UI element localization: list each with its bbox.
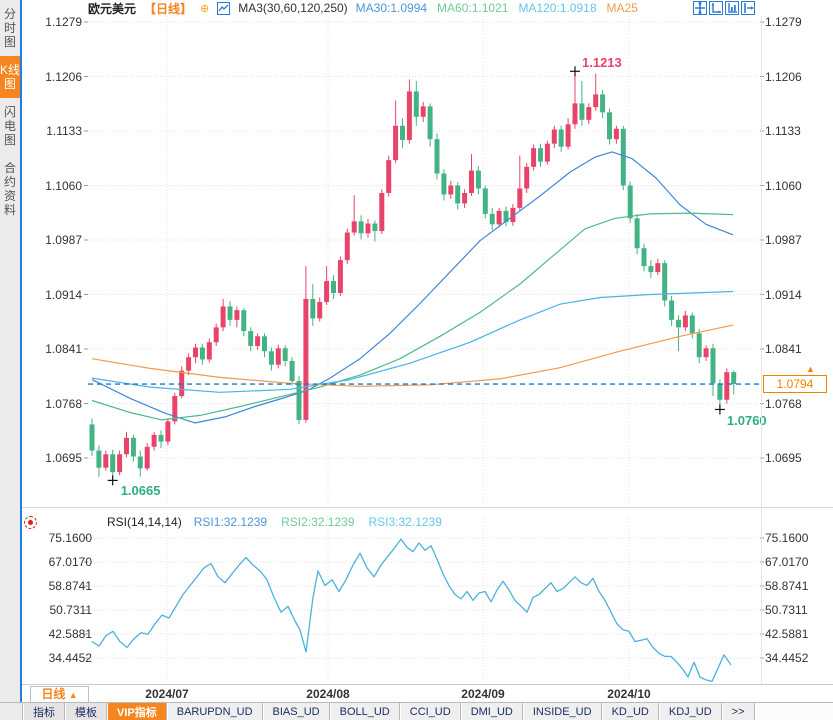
axis-zoom-in-icon[interactable] xyxy=(709,1,723,15)
ma-settings-label[interactable]: MA3(30,60,120,250) xyxy=(238,1,348,15)
price-axis-label: 1.0695 xyxy=(765,451,802,465)
ma-value-label: MA120:1.0918 xyxy=(518,1,597,15)
rsi-title[interactable]: RSI(14,14,14) xyxy=(107,515,182,529)
indicator-tab-kd_ud[interactable]: KD_UD xyxy=(601,703,659,720)
indicator-tab-cci_ud[interactable]: CCI_UD xyxy=(399,703,461,720)
price-arrow-up-icon: ▲ xyxy=(806,364,815,375)
add-indicator-icon[interactable]: ⊕ xyxy=(200,2,210,15)
rsi-header: RSI(14,14,14) RSI1:32.1239 RSI2:32.1239 RS… xyxy=(24,514,456,530)
low-price-label-oct: 1.0760 xyxy=(726,413,767,429)
rsi-axis-label: 67.0170 xyxy=(48,555,92,569)
rsi-axis-label: 42.5881 xyxy=(48,627,92,641)
rsi-axis-label: 58.8741 xyxy=(765,579,809,593)
price-axis-label: 1.0695 xyxy=(45,451,82,465)
ma-value-label: MA30:1.0994 xyxy=(355,1,428,15)
rsi-axis-label: 75.1600 xyxy=(765,531,809,545)
rsi-axis-label: 50.7311 xyxy=(765,603,808,617)
price-axis-label: 1.1206 xyxy=(45,69,82,84)
rsi-axis-label: 50.7311 xyxy=(49,603,93,617)
price-axis-label: 1.1133 xyxy=(46,124,82,138)
price-axis-label: 1.0914 xyxy=(45,287,82,302)
rsi-axis-label: 34.4452 xyxy=(48,651,92,665)
price-axis-label: 1.0914 xyxy=(765,287,802,302)
indicator-tab-barupdn_ud[interactable]: BARUPDN_UD xyxy=(166,703,263,720)
current-price-tag: 1.0794 xyxy=(763,375,827,394)
indicator-tab-inside_ud[interactable]: INSIDE_UD xyxy=(522,703,602,720)
date-axis-label: 2024/10 xyxy=(607,687,651,701)
rsi-value-label: RSI3:32.1239 xyxy=(368,515,442,529)
indicator-tab-[interactable]: >> xyxy=(721,703,755,720)
price-axis-label: 1.1279 xyxy=(765,15,802,29)
indicator-tab-[interactable]: 模板 xyxy=(65,703,107,720)
rsi-axis-label: 58.8741 xyxy=(48,579,92,593)
chart-type-icon[interactable] xyxy=(217,1,231,15)
xaxis-row: 日线 ▲ 2024/07 2024/08 2024/09 2024/10 xyxy=(22,684,833,703)
period-selector-button[interactable]: 日线 ▲ xyxy=(30,686,89,703)
price-axis-label: 1.0841 xyxy=(765,342,802,356)
price-axis-label: 1.0768 xyxy=(765,396,802,411)
date-axis-label: 2024/09 xyxy=(461,687,505,701)
move-crosshair-icon[interactable] xyxy=(693,1,707,15)
sidebar: 分时图 K线图闪电图合约资料 xyxy=(0,0,22,720)
high-price-label: 1.1213 xyxy=(582,55,622,71)
price-axis-label: 1.1279 xyxy=(45,15,82,29)
indicator-tab-bias_ud[interactable]: BIAS_UD xyxy=(262,703,330,720)
symbol-title: 欧元美元 xyxy=(88,1,137,16)
indicator-tab-kdj_ud[interactable]: KDJ_UD xyxy=(658,703,722,720)
price-axis-label: 1.0841 xyxy=(45,342,82,356)
rsi-axis-label: 34.4452 xyxy=(765,651,809,665)
low-price-label-july: 1.0665 xyxy=(120,483,161,499)
sidebar-tab-0[interactable]: 分时图 xyxy=(3,7,16,49)
rsi-axis-label: 75.1600 xyxy=(48,531,92,545)
price-axis-label: 1.0768 xyxy=(45,396,82,411)
indicator-tabbar: 指标 模板 VIP指标 BARUPDN_UD BIAS_UD BOLL_UD CCI_UD D… xyxy=(0,702,833,720)
rsi-settings-icon[interactable] xyxy=(24,515,37,529)
sidebar-tab-1[interactable]: K线图 xyxy=(0,56,20,98)
price-axis-label: 1.1133 xyxy=(765,124,801,138)
ma-value-label: MA25 xyxy=(606,1,638,15)
pan-right-icon[interactable] xyxy=(741,1,755,15)
price-axis-label: 1.1206 xyxy=(765,69,802,84)
ma-value-labels: MA30:1.0994 MA60:1.1021 MA120:1.0918 MA25 xyxy=(356,1,648,15)
date-axis-label: 2024/08 xyxy=(306,687,350,701)
chart-toolbar xyxy=(693,1,755,15)
ma-value-label: MA60:1.1021 xyxy=(437,1,509,15)
rsi-axis-label: 42.5881 xyxy=(765,627,809,641)
rsi-value-label: RSI1:32.1239 xyxy=(193,515,268,529)
sidebar-tab-2[interactable]: 闪电图 xyxy=(3,105,16,147)
panel-separator-main-rsi xyxy=(22,507,833,508)
price-axis-label: 1.1060 xyxy=(765,178,802,193)
price-axis-label: 1.1060 xyxy=(45,178,82,193)
indicator-tab-[interactable]: 指标 xyxy=(23,703,65,720)
axis-zoom-out-icon[interactable] xyxy=(725,1,739,15)
caret-up-icon: ▲ xyxy=(68,690,78,700)
chart-header: 欧元美元 【日线】 ⊕ MA3(30,60,120,250) MA30:1.09… xyxy=(24,0,833,16)
rsi-value-labels: RSI1:32.1239 RSI2:32.1239 RSI3:32.1239 xyxy=(194,515,456,529)
rsi-value-label: RSI2:32.1239 xyxy=(281,515,355,529)
axis-separator-right xyxy=(761,16,762,684)
period-label: 【日线】 xyxy=(144,1,193,16)
price-axis-label: 1.0987 xyxy=(765,233,802,247)
indicator-tab-dmi_ud[interactable]: DMI_UD xyxy=(460,703,523,720)
price-axis-label: 1.0987 xyxy=(45,233,82,247)
sidebar-tab-3[interactable]: 合约资料 xyxy=(3,161,16,217)
rsi-axis-label: 67.0170 xyxy=(765,555,809,569)
indicator-tab-vip[interactable]: VIP指标 xyxy=(107,703,167,720)
date-axis-label: 2024/07 xyxy=(145,687,189,701)
indicator-tab-boll_ud[interactable]: BOLL_UD xyxy=(329,703,400,720)
